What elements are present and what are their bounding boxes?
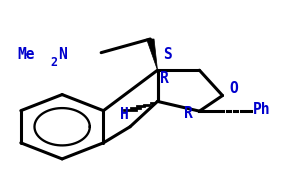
Text: R: R	[160, 72, 169, 86]
Text: N: N	[58, 47, 66, 62]
Text: H: H	[120, 107, 129, 121]
Text: Ph: Ph	[253, 102, 271, 117]
Polygon shape	[147, 39, 158, 70]
Text: S: S	[163, 47, 172, 62]
Text: Me: Me	[17, 47, 35, 62]
Text: O: O	[230, 81, 238, 96]
Text: R: R	[184, 106, 192, 121]
Text: 2: 2	[51, 56, 58, 69]
